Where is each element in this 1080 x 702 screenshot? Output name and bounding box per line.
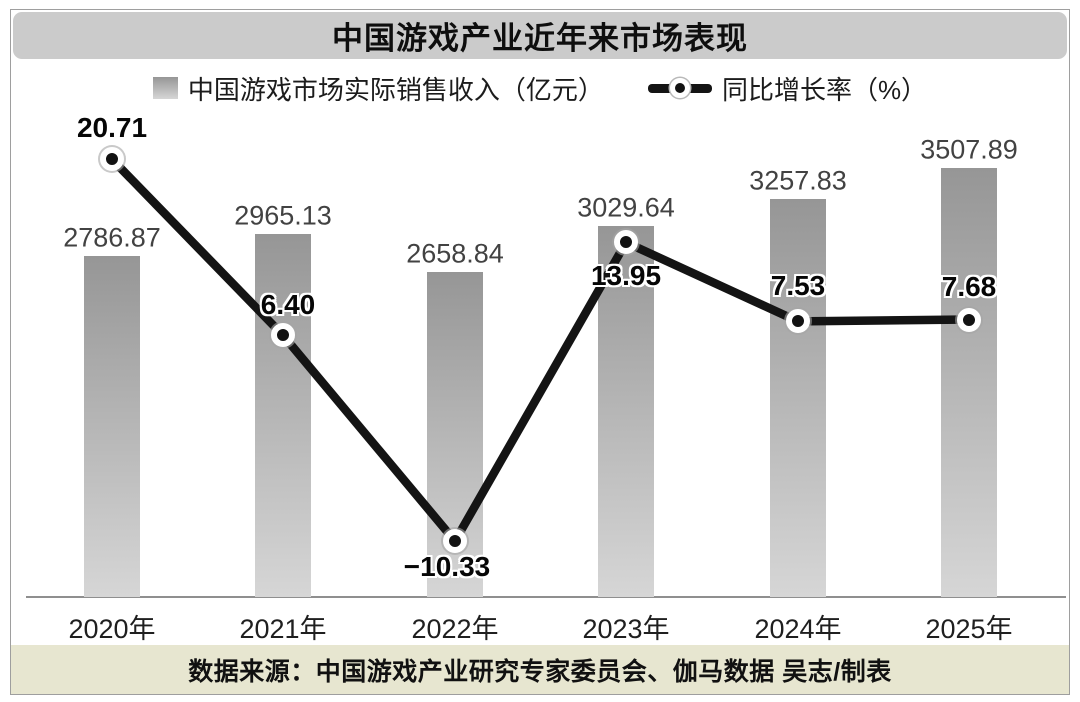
bar-swatch-icon (152, 77, 178, 99)
legend-item-growth: 同比增长率（%） (647, 70, 928, 107)
line-marker-icon (647, 77, 712, 99)
chart-frame: 中国游戏产业近年来市场表现 中国游戏市场实际销售收入（亿元） 同比增长率（%） … (10, 9, 1070, 695)
source-footer: 数据来源：中国游戏产业研究专家委员会、伽马数据 吴志/制表 (11, 645, 1069, 694)
legend-item-revenue: 中国游戏市场实际销售收入（亿元） (152, 70, 604, 107)
source-text: 数据来源：中国游戏产业研究专家委员会、伽马数据 吴志/制表 (188, 657, 892, 686)
title-banner: 中国游戏产业近年来市场表现 (13, 12, 1067, 59)
legend: 中国游戏市场实际销售收入（亿元） 同比增长率（%） (11, 70, 1069, 107)
chart-title: 中国游戏产业近年来市场表现 (332, 21, 748, 56)
line-swatch-dot (669, 78, 690, 98)
legend-label-growth: 同比增长率（%） (721, 74, 928, 105)
legend-label-revenue: 中国游戏市场实际销售收入（亿元） (187, 74, 604, 105)
